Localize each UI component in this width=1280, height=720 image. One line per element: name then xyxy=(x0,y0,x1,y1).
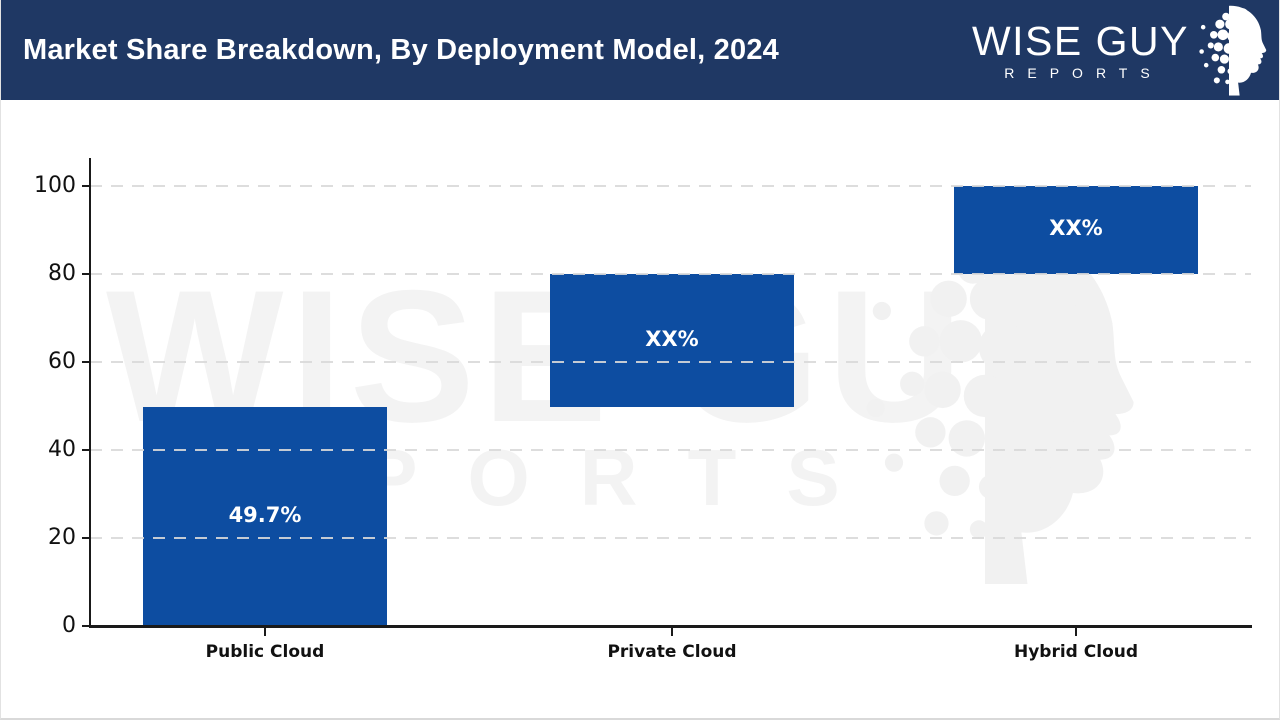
y-tick-mark xyxy=(82,449,90,451)
bar-value-label: 49.7% xyxy=(228,502,302,527)
gridline xyxy=(90,361,1251,363)
x-category-label: Hybrid Cloud xyxy=(1013,642,1139,662)
bar-value-label: XX% xyxy=(1049,216,1103,240)
wiseguy-head-logo-icon xyxy=(1191,4,1267,96)
page-title: Market Share Breakdown, By Deployment Mo… xyxy=(23,33,779,66)
x-tick-mark xyxy=(264,628,266,636)
x-category-label: Private Cloud xyxy=(607,642,737,662)
bar-private-cloud xyxy=(550,274,794,408)
bar-value-label: XX% xyxy=(645,326,699,351)
y-tick-mark xyxy=(82,185,90,187)
gridline xyxy=(90,537,1251,539)
y-tick-mark xyxy=(82,537,90,539)
y-tick-mark xyxy=(82,273,90,275)
wiseguy-logo: WISE GUY REPORTS xyxy=(972,4,1267,96)
gridline xyxy=(90,185,1251,187)
y-tick-label: 100 xyxy=(34,173,76,198)
logo-wordmark-line1: WISE GUY xyxy=(971,17,1189,64)
y-tick-label: 0 xyxy=(62,613,76,638)
x-category-label: Public Cloud xyxy=(205,642,325,662)
y-tick-label: 40 xyxy=(48,437,76,462)
bar-hybrid-cloud xyxy=(954,186,1198,274)
x-tick-mark xyxy=(671,628,673,636)
gridline xyxy=(90,273,1251,275)
y-tick-mark xyxy=(82,361,90,363)
header-bar: Market Share Breakdown, By Deployment Mo… xyxy=(1,0,1279,100)
y-tick-label: 20 xyxy=(48,525,76,550)
logo-wordmark: WISE GUY REPORTS xyxy=(971,17,1189,81)
y-axis-line xyxy=(89,158,91,628)
y-tick-label: 60 xyxy=(48,349,76,374)
logo-wordmark-line2: REPORTS xyxy=(1004,64,1163,81)
bar-public-cloud xyxy=(143,407,387,626)
x-axis-line xyxy=(89,625,1252,628)
x-tick-mark xyxy=(1075,628,1077,636)
y-tick-label: 80 xyxy=(48,261,76,286)
y-tick-mark xyxy=(82,625,90,627)
gridline xyxy=(90,449,1251,451)
